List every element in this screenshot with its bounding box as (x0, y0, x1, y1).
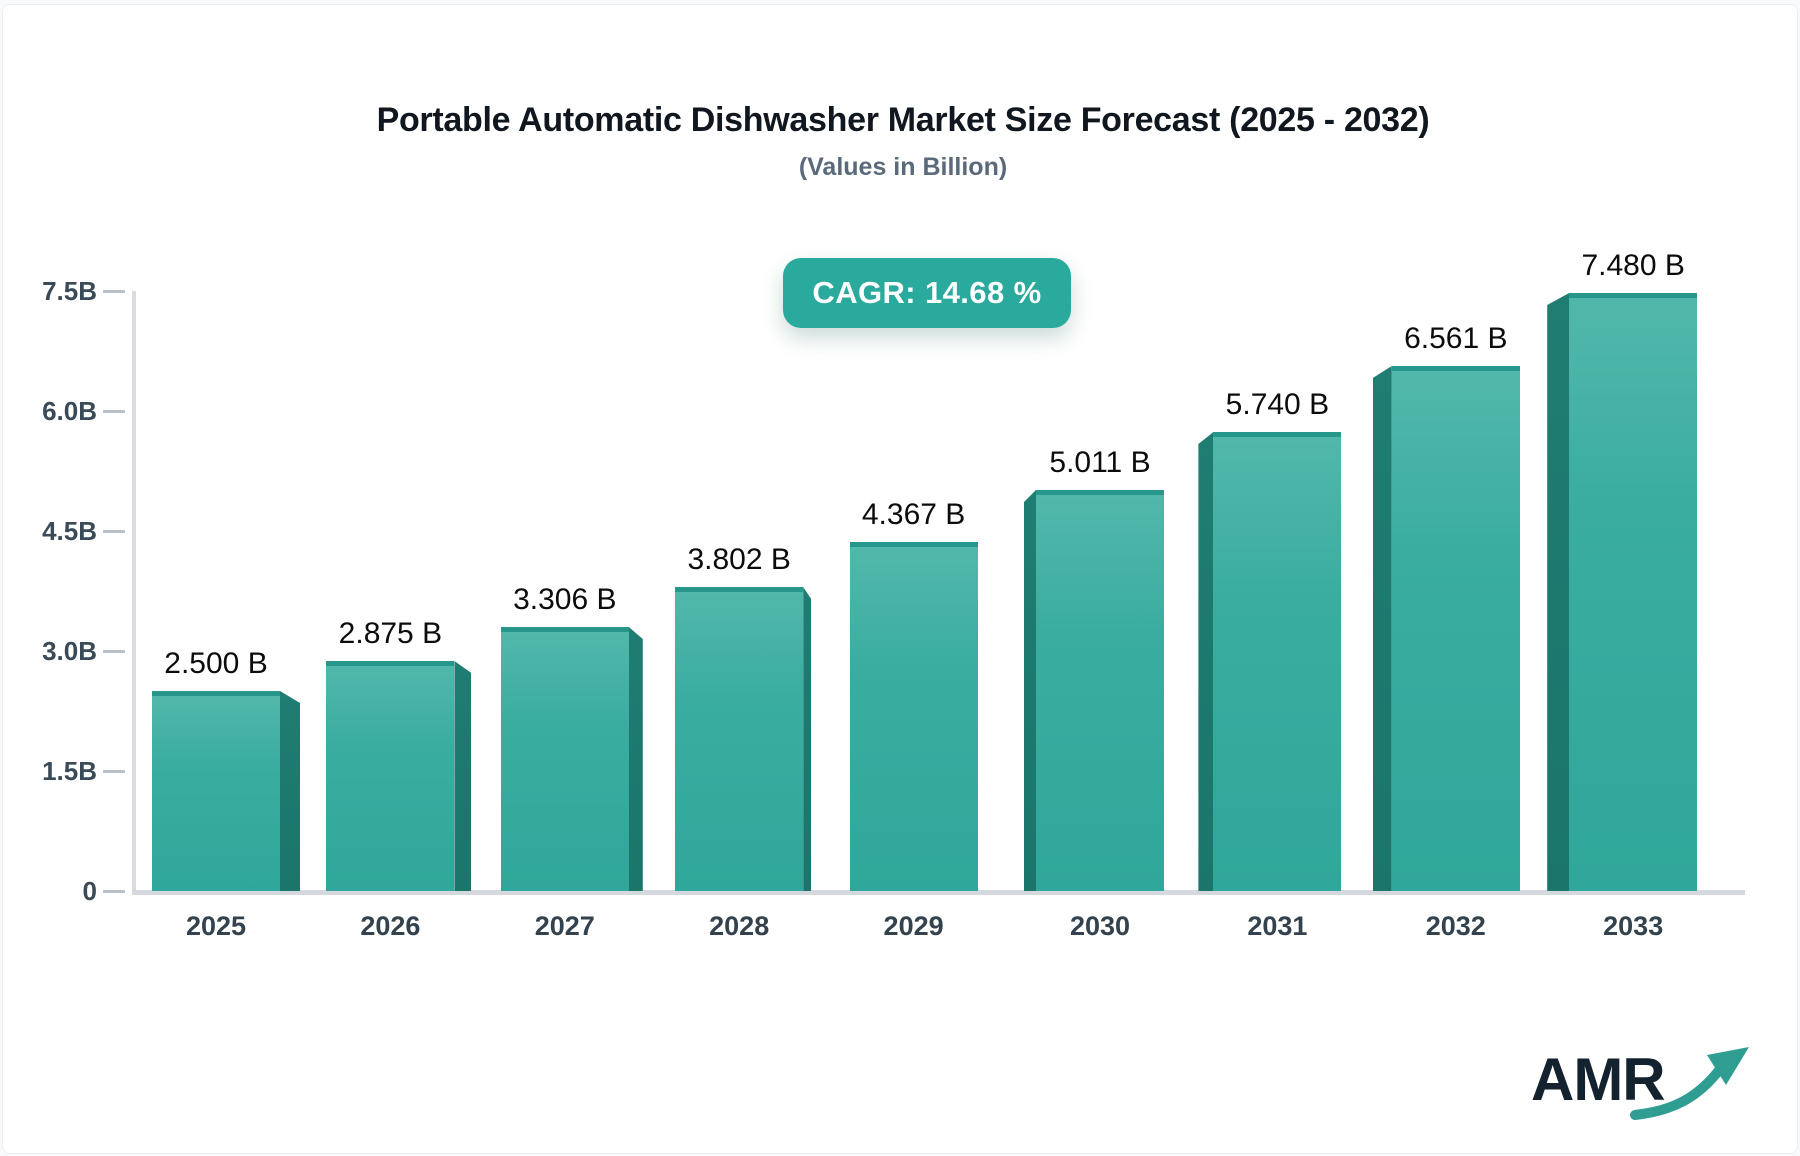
chart-title: Portable Automatic Dishwasher Market Siz… (376, 101, 1430, 139)
x-tick-label: 2025 (185, 911, 247, 941)
bar-value-label: 4.367 B (861, 498, 966, 531)
bar-2028 (675, 587, 804, 891)
bar-2026 (326, 661, 455, 891)
bar-2030 (1036, 490, 1164, 891)
bar-value-label: 7.480 B (1581, 249, 1685, 282)
bar-value-label: 5.740 B (1225, 388, 1330, 421)
bar-side-face (280, 691, 300, 891)
y-tick-label: 6.0B (42, 396, 97, 426)
y-tick-mark (103, 890, 125, 893)
bar-value-label: 3.306 B (513, 583, 617, 616)
bar-side-face (1372, 366, 1392, 891)
bar-2031 (1213, 432, 1342, 891)
bar-2027 (500, 627, 629, 891)
bar-value-label: 6.561 B (1404, 322, 1508, 355)
bar-value-label: 2.500 B (164, 647, 268, 680)
y-axis-line (132, 291, 136, 893)
cagr-badge-label: CAGR: 14.68 % (812, 275, 1042, 310)
bar-value-label: 3.802 B (687, 543, 791, 576)
y-tick-label: 7.5B (42, 276, 97, 306)
x-tick-label: 2033 (1603, 911, 1664, 941)
y-tick-mark (103, 650, 125, 653)
cagr-badge: CAGR: 14.68 % (783, 258, 1071, 328)
x-tick-label: 2026 (360, 911, 421, 941)
amr-logo: AMR (1531, 1037, 1761, 1127)
bar-side-face (1024, 490, 1036, 891)
y-tick-label: 3.0B (42, 636, 97, 666)
bar-side-face (628, 627, 643, 891)
x-tick-label: 2028 (709, 911, 770, 941)
x-tick-label: 2030 (1069, 911, 1131, 941)
amr-logo-text: AMR (1531, 1046, 1666, 1113)
chart-card: Portable Automatic Dishwasher Market Siz… (2, 4, 1798, 1154)
x-axis-baseline (132, 890, 1745, 895)
x-tick-label: 2031 (1247, 911, 1308, 941)
growth-arrow-icon (1630, 1047, 1749, 1120)
bar-2033 (1569, 293, 1698, 891)
y-tick-label: 4.5B (42, 516, 97, 546)
bar-2029 (849, 542, 978, 891)
y-tick-mark (103, 410, 125, 413)
bar-side-face (454, 661, 472, 891)
y-tick-mark (103, 770, 125, 773)
x-tick-label: 2027 (534, 911, 595, 941)
bar-2025 (152, 691, 280, 891)
y-tick-label: 0 (82, 876, 97, 906)
y-tick-label: 1.5B (42, 756, 97, 786)
bar-side-face (1198, 432, 1214, 891)
y-tick-mark (103, 530, 125, 533)
chart-subtitle: (Values in Billion) (798, 153, 1008, 181)
y-tick-mark (103, 290, 125, 293)
bar-side-face (803, 587, 812, 891)
bar-value-label: 2.875 B (338, 617, 443, 650)
x-tick-label: 2032 (1425, 911, 1486, 941)
x-tick-label: 2029 (883, 911, 944, 941)
bar-side-face (1547, 293, 1570, 891)
bar-2032 (1391, 366, 1520, 891)
bar-value-label: 5.011 B (1049, 446, 1151, 479)
